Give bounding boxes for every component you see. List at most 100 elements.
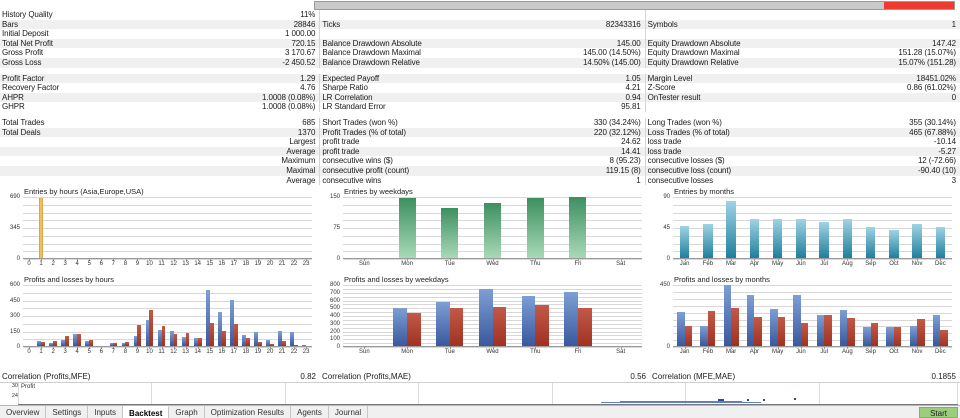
chart-bar bbox=[863, 327, 871, 347]
chart-xtick: Apr bbox=[749, 261, 760, 268]
chart-bar-slot bbox=[95, 285, 107, 350]
chart-bar bbox=[73, 334, 78, 347]
chart-bar-slot bbox=[859, 285, 882, 350]
chart-bar bbox=[254, 331, 258, 347]
tab-bar[interactable]: Overview Settings Inputs Backtest Graph Optim… bbox=[0, 405, 960, 418]
chart-bar bbox=[793, 294, 801, 347]
stats-value: Largest bbox=[289, 137, 316, 147]
chart-xtick: 6 bbox=[99, 349, 103, 356]
chart-bar bbox=[889, 229, 899, 259]
chart-bar-slot bbox=[906, 197, 929, 262]
tab-agents[interactable]: Agents bbox=[291, 406, 329, 418]
chart-xtick: 20 bbox=[266, 349, 274, 356]
chart-bar-slot bbox=[168, 197, 180, 262]
chart-bar-slot bbox=[35, 197, 47, 262]
chart-plot bbox=[343, 285, 642, 350]
gridline bbox=[23, 204, 312, 206]
stats-row: Average consecutive wins 1 consecutive loss… bbox=[0, 175, 960, 186]
chart-bar-slot bbox=[264, 285, 276, 350]
stats-cell-mid: Short Trades (won %) 330 (34.24%) bbox=[320, 118, 644, 128]
stats-cell-right: Equity Drawdown Relative 15.07% (151.28) bbox=[646, 58, 960, 68]
gridline bbox=[673, 319, 952, 321]
chart-bar bbox=[940, 330, 948, 347]
chart-ytick: 90 bbox=[663, 194, 670, 201]
chart-bar bbox=[909, 326, 918, 347]
stats-cell-left: Maximal bbox=[0, 166, 319, 176]
stats-cell-mid bbox=[320, 29, 644, 39]
chart-xtick: 13 bbox=[182, 261, 189, 268]
gridline bbox=[673, 305, 952, 307]
plot-wrap: 690 345 0 0 1 2 3 4 5 6 7 8 9 10 11 12 13 14 15 16 17 18 19 20 2… bbox=[2, 194, 316, 271]
chart-yaxis: 450 0 bbox=[652, 282, 672, 350]
stats-cell-right: OnTester result 0 bbox=[646, 93, 960, 103]
chart-xtick: Sep bbox=[865, 261, 876, 268]
chart-bar bbox=[290, 331, 295, 347]
chart-xtick: Feb bbox=[702, 349, 714, 356]
chart-xtick: 13 bbox=[182, 349, 189, 356]
chart-bar bbox=[393, 308, 408, 347]
stats-value: 24.62 bbox=[621, 137, 641, 147]
gridline bbox=[673, 197, 952, 199]
stats-label bbox=[2, 137, 289, 147]
chart-profits-and-losses-by-weekdays: Profits and losses by weekdays 800 700 600 5… bbox=[320, 273, 650, 361]
chart-xtick: 19 bbox=[254, 349, 262, 356]
correlation-label: Correlation (Profits,MAE) bbox=[322, 372, 411, 381]
chart-bar bbox=[700, 325, 708, 347]
chart-xtick: 21 bbox=[278, 261, 286, 268]
stats-value: 330 (34.24%) bbox=[593, 117, 641, 127]
chart-bar-slot bbox=[343, 285, 386, 350]
stats-label: OnTester result bbox=[647, 92, 701, 102]
stats-cell-right bbox=[646, 10, 960, 20]
tab-inputs[interactable]: Inputs bbox=[88, 406, 124, 418]
stats-label: Equity Drawdown Relative bbox=[647, 57, 739, 67]
gridline bbox=[343, 197, 642, 199]
gridline bbox=[23, 339, 312, 341]
chart-bar-slot bbox=[192, 197, 204, 262]
stats-label: Total Deals bbox=[2, 127, 41, 137]
chart-bar bbox=[407, 312, 421, 347]
chart-bar-slot bbox=[836, 285, 859, 350]
column-divider bbox=[644, 156, 646, 166]
chart-bar-slot bbox=[929, 197, 952, 262]
chart-entries-by-months: Entries by months 90 45 0 Jan Feb Mar Apr May Jun… bbox=[650, 185, 960, 273]
tab-journal[interactable]: Journal bbox=[329, 406, 369, 418]
stats-cell-left: Total Trades 685 bbox=[0, 118, 319, 128]
chart-xtick: Sat bbox=[616, 349, 626, 356]
stats-label: History Quality bbox=[2, 10, 53, 19]
chart-bar-slot bbox=[23, 197, 35, 262]
chart-xtick: 12 bbox=[170, 261, 177, 268]
chart-bar bbox=[38, 197, 44, 259]
stats-value: -10.14 bbox=[933, 137, 956, 147]
chart-ytick: 0 bbox=[16, 344, 20, 351]
tab-settings[interactable]: Settings bbox=[46, 406, 89, 418]
chart-ytick: 450 bbox=[9, 297, 20, 304]
stats-label: LR Correlation bbox=[322, 92, 373, 102]
stats-cell-mid: Balance Drawdown Maximal 145.00 (14.50%) bbox=[320, 48, 644, 58]
chart-xtick: 0 bbox=[27, 261, 31, 268]
start-button[interactable]: Start bbox=[919, 407, 958, 418]
stats-cell-right bbox=[646, 29, 960, 39]
chart-bar bbox=[492, 307, 507, 347]
chart-bar bbox=[85, 340, 90, 347]
stats-cell-left: Bars 28846 bbox=[0, 20, 319, 30]
stats-cell-left: Profit Factor 1.29 bbox=[0, 74, 319, 84]
tab-backtest[interactable]: Backtest bbox=[123, 406, 170, 418]
gridline bbox=[343, 285, 642, 287]
chart-xtick: Oct bbox=[889, 261, 899, 268]
stats-label: Profit Trades (% of total) bbox=[322, 127, 406, 137]
chart-bar-slot bbox=[107, 197, 119, 262]
stats-label: consecutive wins bbox=[322, 175, 382, 185]
chart-xtick: 1 bbox=[39, 349, 43, 356]
tab-overview[interactable]: Overview bbox=[0, 406, 47, 418]
tab-graph[interactable]: Graph bbox=[169, 406, 205, 418]
stats-value: 147.42 bbox=[932, 38, 956, 48]
stats-value: Maximum bbox=[281, 156, 316, 166]
progress-row bbox=[0, 0, 960, 10]
chart-title: Entries by months bbox=[674, 187, 735, 197]
stats-label: consecutive losses bbox=[647, 175, 714, 185]
column-divider bbox=[319, 10, 321, 20]
chart-bar-slot bbox=[343, 197, 386, 262]
chart-bar-slot bbox=[929, 285, 952, 350]
stats-value: 119.15 (8) bbox=[605, 165, 641, 175]
tab-optimization-results[interactable]: Optimization Results bbox=[205, 406, 291, 418]
